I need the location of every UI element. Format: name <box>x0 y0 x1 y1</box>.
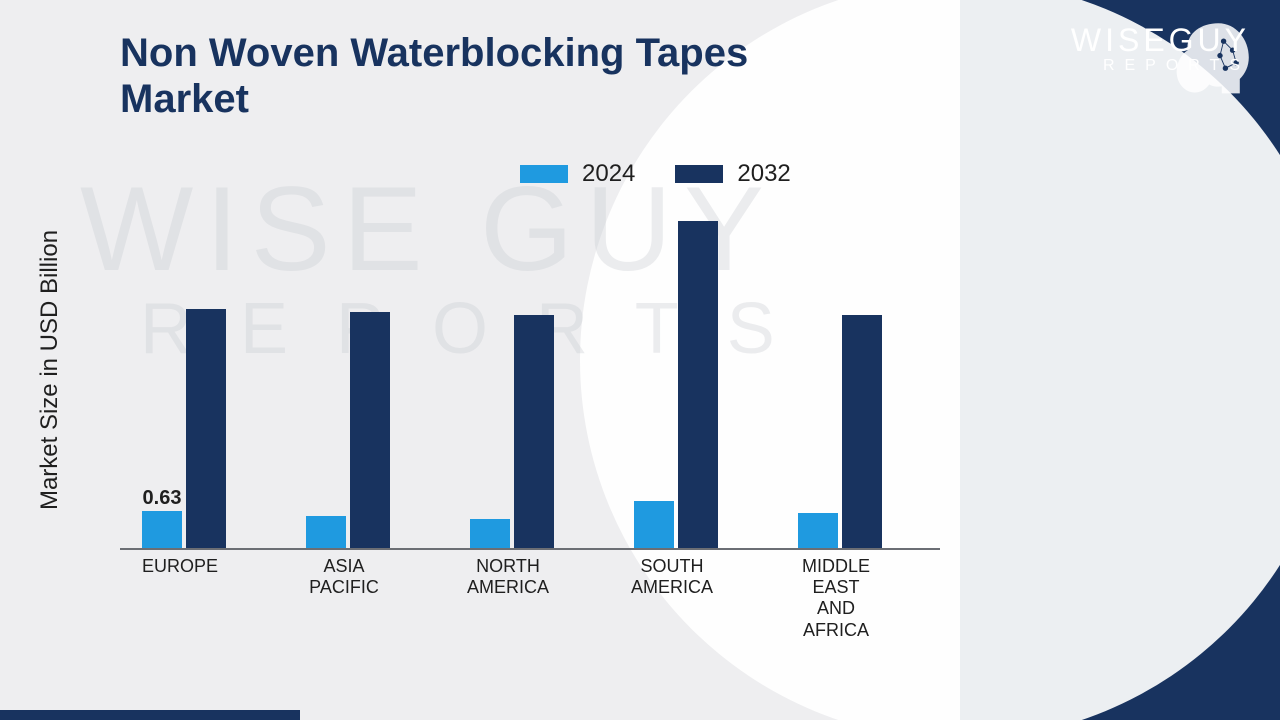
legend: 2024 2032 <box>520 160 791 188</box>
legend-swatch-2032 <box>675 165 723 183</box>
legend-swatch-2024 <box>520 165 568 183</box>
bar-2024 <box>798 513 838 548</box>
bar-2032 <box>186 309 226 548</box>
brand-logo: WISEGUY REPORTS <box>1071 22 1250 75</box>
bar-2024 <box>142 511 182 548</box>
bar-2032 <box>842 315 882 548</box>
y-axis-label: Market Size in USD Billion <box>36 230 64 510</box>
brand-word-1: WISE <box>1071 22 1169 58</box>
bar-2032 <box>678 221 718 548</box>
footer-accent <box>0 710 300 720</box>
bar-2024 <box>470 519 510 548</box>
bar-2024 <box>306 516 346 548</box>
category-label: ASIAPACIFIC <box>274 556 414 598</box>
category-label: EUROPE <box>110 556 250 577</box>
legend-item-2024: 2024 <box>520 160 635 188</box>
bar-2032 <box>350 312 390 548</box>
category-label: NORTHAMERICA <box>438 556 578 598</box>
chart-title: Non Woven Waterblocking Tapes Market <box>120 30 840 122</box>
value-label: 0.63 <box>143 487 182 510</box>
category-label: SOUTHAMERICA <box>602 556 742 598</box>
legend-item-2032: 2032 <box>675 160 790 188</box>
category-label: MIDDLEEASTANDAFRICA <box>766 556 906 641</box>
chart-canvas: WISEGUY REPORTS WISE GUY REPORTS Non Wov… <box>0 0 1280 720</box>
bar-2024 <box>634 501 674 548</box>
brand-subtitle: REPORTS <box>1071 57 1250 75</box>
x-axis-baseline <box>120 548 940 550</box>
legend-label-2032: 2032 <box>737 160 790 188</box>
plot-area <box>120 200 940 550</box>
legend-label-2024: 2024 <box>582 160 635 188</box>
brand-word-2: GUY <box>1169 22 1250 58</box>
bar-2032 <box>514 315 554 548</box>
